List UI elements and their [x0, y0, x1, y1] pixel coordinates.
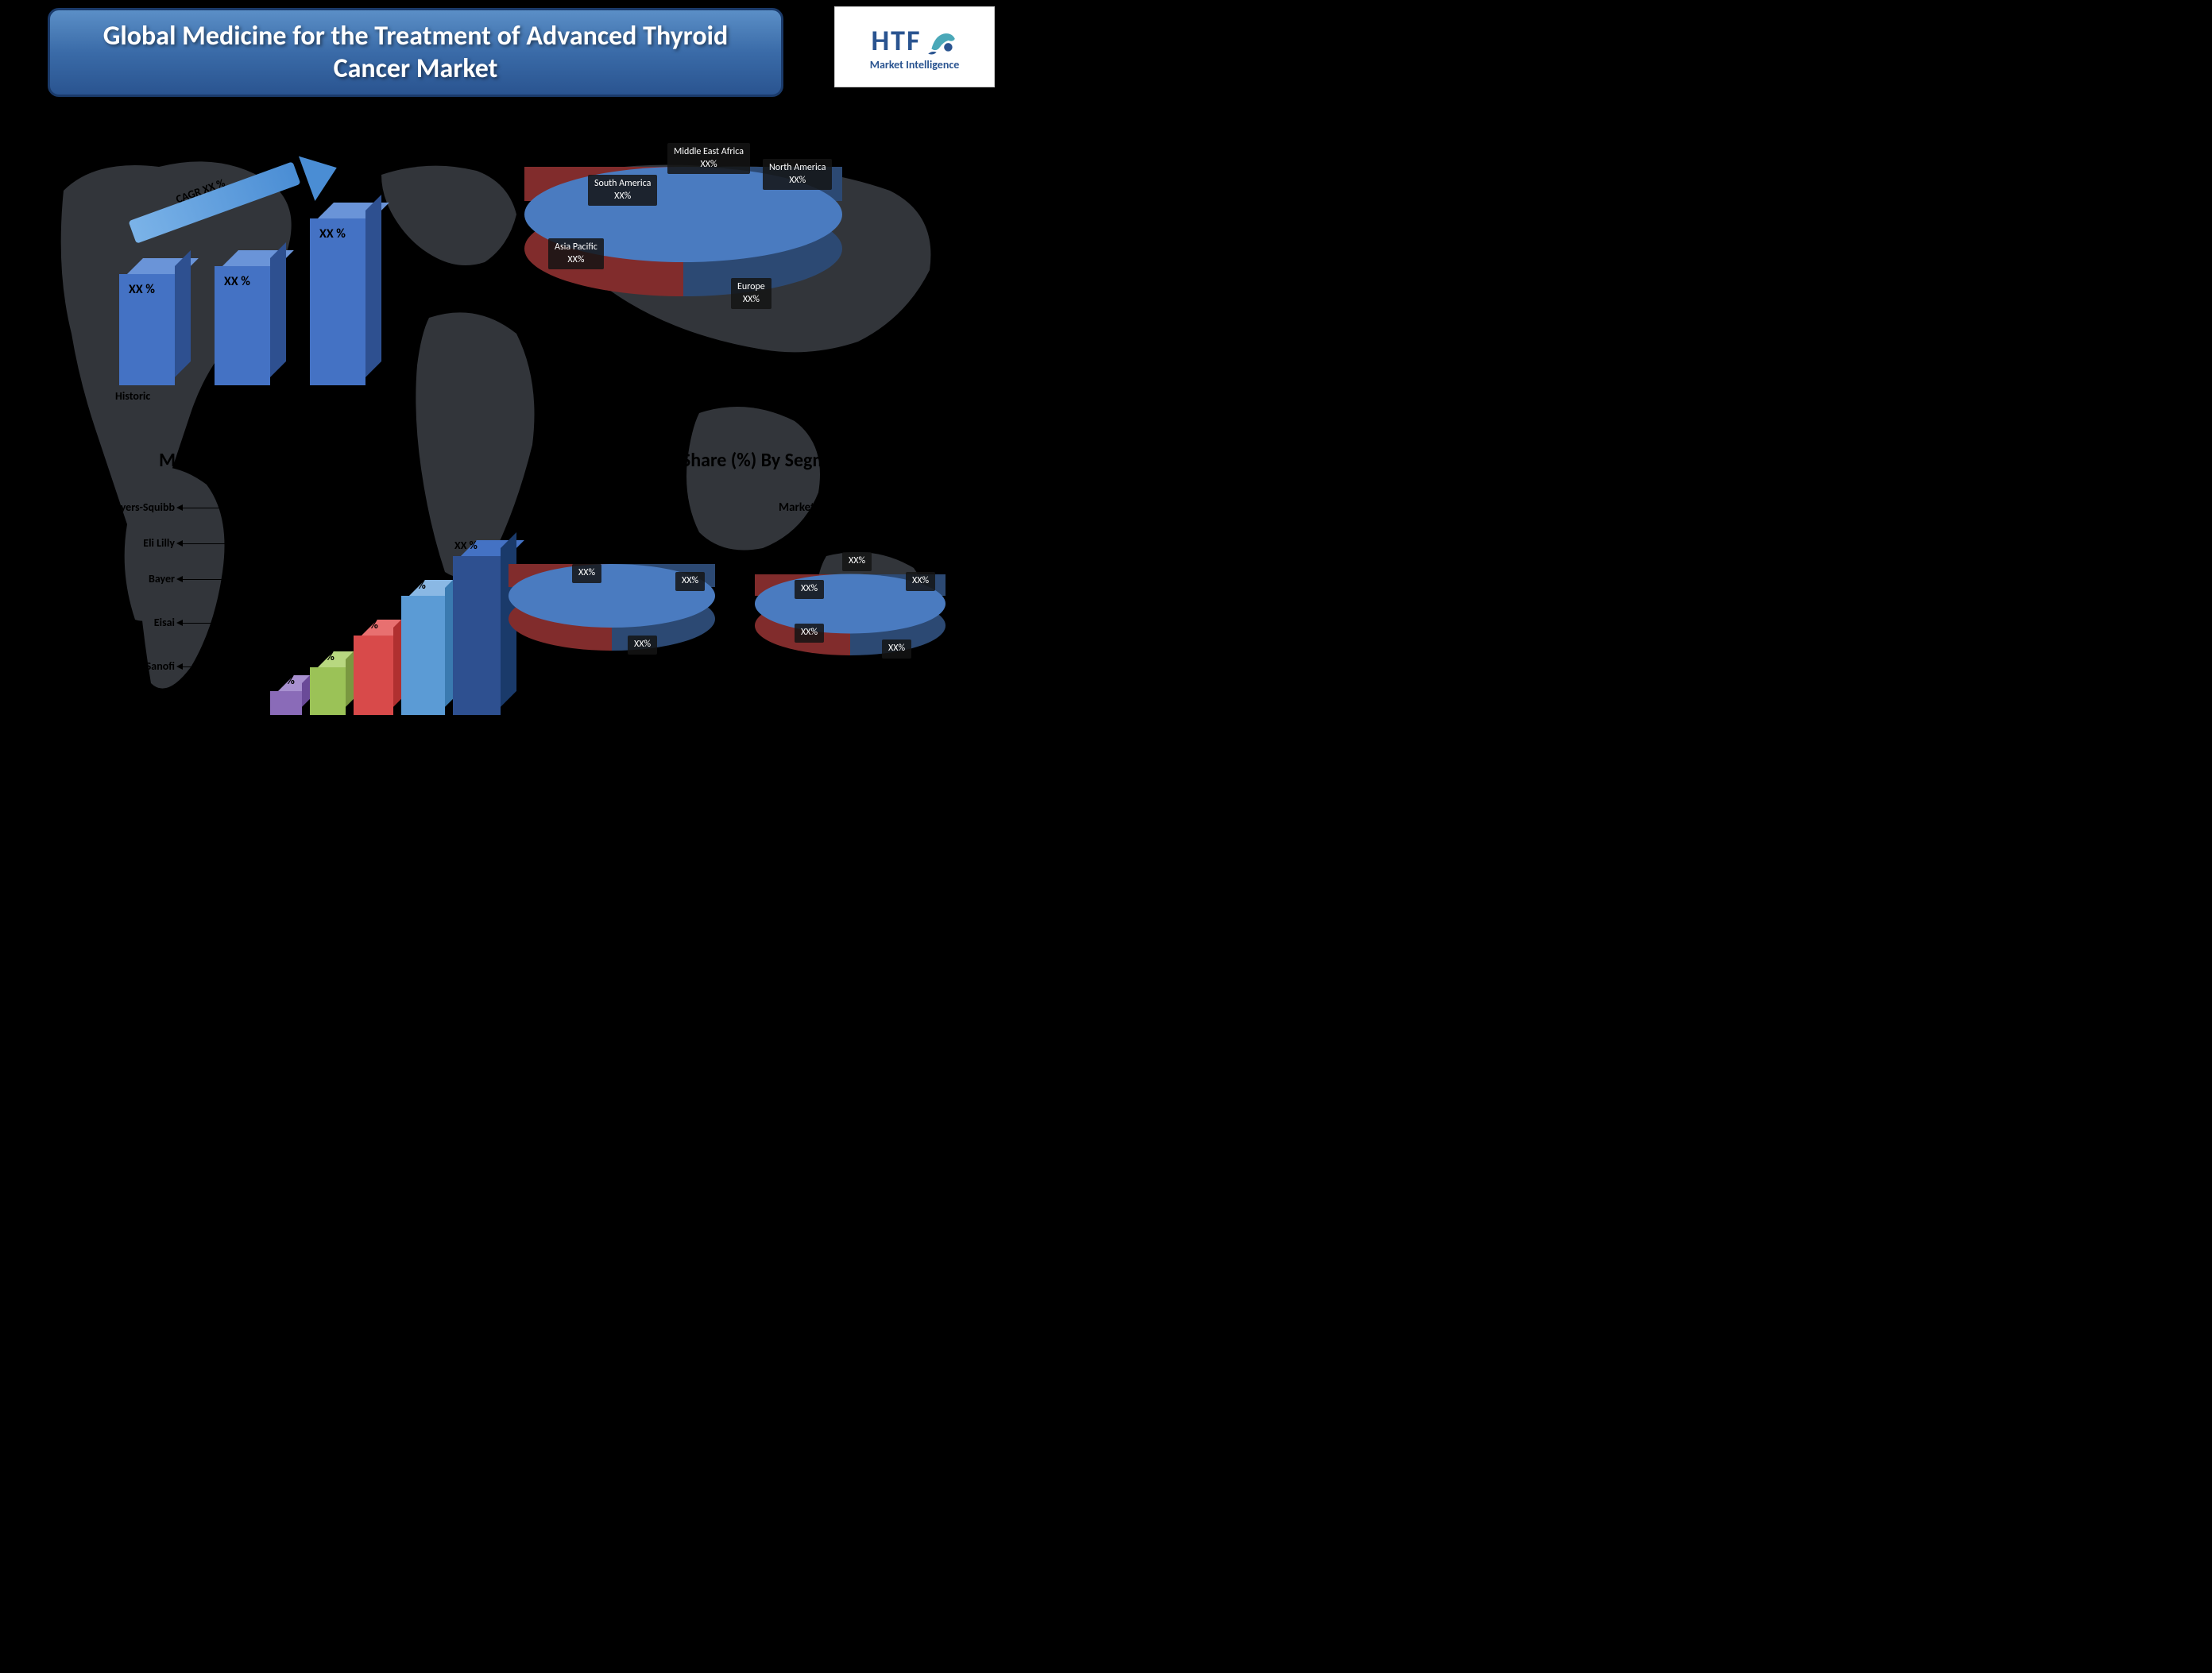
- app-pie-label-2: XX%: [795, 624, 824, 643]
- region-pie-label-1: EuropeXX%: [731, 278, 771, 309]
- player-name-2: Bayer: [32, 572, 175, 585]
- app-title: Market Share (%) By Application: [779, 500, 938, 515]
- player-bar-val-2: XX %: [355, 618, 378, 632]
- types-pie-label-2: XX%: [572, 564, 601, 583]
- region-pie-label-2: Asia PacificXX%: [548, 238, 604, 269]
- region-pie-label-0: North AmericaXX%: [763, 159, 832, 190]
- size-bar-1: XX %: [215, 266, 270, 385]
- size-bar-val-2: XX %: [319, 226, 346, 241]
- logo-sub: Market Intelligence: [870, 58, 960, 71]
- app-pie-label-3: XX%: [795, 580, 824, 599]
- types-pie-label-0: XX%: [675, 572, 705, 591]
- htf-logo: HTF Market Intelligence: [834, 6, 995, 87]
- app-pie-label-4: XX%: [842, 552, 872, 571]
- player-bar-0: XX %: [270, 691, 302, 715]
- player-name-4: Sanofi: [32, 659, 175, 673]
- size-bar-2: XX %: [310, 218, 365, 385]
- player-name-0: Bristol Myers-Squibb: [32, 500, 175, 514]
- logo-text: HTF: [871, 23, 921, 58]
- size-bar-0: XX %: [119, 274, 175, 385]
- axis-historic: Historic: [115, 389, 150, 403]
- player-bar-2: XX %: [354, 636, 393, 715]
- player-bar-val-3: XX %: [403, 578, 426, 592]
- player-name-5: LGM Pharma: [32, 699, 175, 713]
- types-pie-label-1: XX%: [628, 636, 657, 655]
- app-pie-label-1: XX%: [882, 639, 911, 659]
- player-name-1: Eli Lilly: [32, 536, 175, 550]
- size-bar-val-1: XX %: [224, 274, 250, 289]
- types-title: Market Share (%) By Types: [540, 500, 671, 515]
- dolphin-icon: [925, 24, 958, 57]
- region-pie-label-4: Middle East AfricaXX%: [667, 143, 750, 174]
- player-bar-val-4: XX %: [454, 539, 478, 552]
- players-title: Market Share (%) By Players: [159, 449, 381, 472]
- cagr-arrow: CAGR XX %: [127, 151, 334, 246]
- region-pie-label-3: South AmericaXX%: [588, 175, 657, 206]
- player-name-3: Eisai: [32, 616, 175, 629]
- player-bar-4: XX %: [453, 556, 501, 715]
- segments-title: Market Share (%) By Segments: [620, 449, 862, 472]
- title-banner: Global Medicine for the Treatment of Adv…: [48, 8, 783, 97]
- app-pie-label-0: XX%: [906, 572, 935, 591]
- player-bar-val-0: XX %: [272, 674, 295, 687]
- main-title: Global Medicine for the Treatment of Adv…: [66, 20, 765, 85]
- size-bar-val-0: XX %: [129, 282, 155, 297]
- player-bar-val-1: XX %: [311, 650, 335, 663]
- player-bar-1: XX %: [310, 667, 346, 715]
- types-pie: [509, 532, 715, 659]
- player-bar-3: XX %: [401, 596, 445, 715]
- market-size-title: Market Size (USD Million) & CAGR (%): [95, 119, 394, 142]
